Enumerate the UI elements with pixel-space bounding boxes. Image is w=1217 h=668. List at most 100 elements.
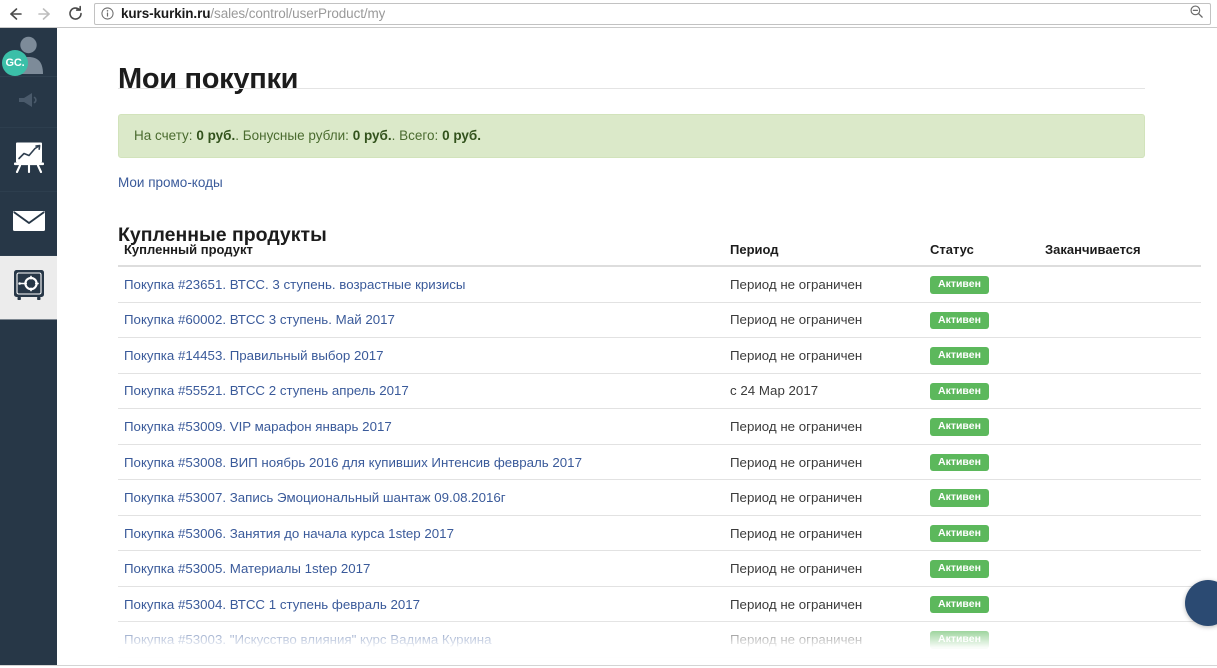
balance-alert: На счету: 0 руб.. Бонусные рубли: 0 руб.…: [118, 114, 1145, 158]
reload-icon: [67, 5, 84, 22]
sidebar-item-purchases[interactable]: [0, 256, 57, 320]
forward-arrow-icon: [37, 6, 53, 22]
title-divider: [118, 88, 1145, 89]
product-link[interactable]: Покупка #53005. Материалы 1step 2017: [124, 561, 371, 577]
cell-expires: [1039, 301, 1201, 339]
zoom-out-button[interactable]: [1186, 4, 1206, 24]
avatar: GC.: [0, 28, 57, 77]
table-row: Покупка #60002. ВТСС 3 ступень. Май 2017…: [118, 301, 1201, 339]
chat-widget-button[interactable]: [1185, 580, 1217, 626]
table-row: Покупка #14453. Правильный выбор 2017 Пер…: [118, 337, 1201, 374]
cell-period: Период не ограничен: [724, 408, 924, 445]
sidebar-item-statistics[interactable]: [0, 128, 57, 192]
browser-toolbar: kurs-kurkin.ru/sales/control/userProduct…: [0, 0, 1217, 28]
cell-expires: [1039, 408, 1201, 445]
cell-status: Активен: [924, 514, 1039, 552]
cell-status: Активен: [924, 408, 1039, 445]
balance-alert-text: На счету: 0 руб.. Бонусные рубли: 0 руб.…: [134, 128, 481, 143]
product-link[interactable]: Покупка #53008. ВИП ноябрь 2016 для купи…: [124, 454, 582, 470]
cell-period: Период не ограничен: [724, 443, 924, 481]
status-badge: Активен: [930, 560, 989, 578]
sidebar-item-announcements[interactable]: [0, 77, 57, 128]
status-badge: Активен: [930, 347, 989, 365]
url-domain: kurs-kurkin.ru: [121, 6, 211, 21]
status-badge: Активен: [930, 276, 989, 294]
cell-expires: [1039, 550, 1201, 587]
cell-product: Покупка #53009. VIP марафон январь 2017: [118, 408, 724, 445]
status-badge: Активен: [930, 631, 989, 650]
cell-status: Активен: [924, 585, 1039, 623]
table-row: Покупка #23651. ВТСС. 3 ступень. возраст…: [118, 266, 1201, 303]
cell-period: Период не ограничен: [724, 266, 924, 303]
product-link[interactable]: Покупка #23651. ВТСС. 3 ступень. возраст…: [124, 276, 466, 292]
back-arrow-icon: [7, 6, 23, 22]
status-badge: Активен: [930, 311, 989, 330]
sidebar-item-profile[interactable]: GC.: [0, 28, 57, 77]
cell-period: Период не ограничен: [724, 550, 924, 587]
cell-expires: [1039, 514, 1201, 552]
product-link[interactable]: Покупка #55521. ВТСС 2 ступень апрель 20…: [124, 383, 409, 399]
product-link[interactable]: Покупка #53009. VIP марафон январь 2017: [124, 418, 392, 434]
table-row: Покупка #53004. ВТСС 1 ступень февраль 2…: [118, 585, 1201, 623]
page-title: Мои покупки: [118, 63, 299, 96]
alert-sep-2: .: [391, 128, 400, 143]
megaphone-icon: [17, 90, 41, 115]
cell-product: Покупка #23651. ВТСС. 3 ступень. возраст…: [118, 266, 724, 303]
cell-status: Активен: [924, 479, 1039, 516]
sidebar-item-messages[interactable]: [0, 192, 57, 256]
table-body: Покупка #23651. ВТСС. 3 ступень. возраст…: [118, 266, 1201, 668]
url-text: kurs-kurkin.ru/sales/control/userProduct…: [121, 6, 385, 21]
status-badge: Активен: [930, 453, 989, 472]
account-label: На счету:: [134, 128, 193, 143]
zoom-out-icon: [1189, 4, 1204, 24]
table-header-row: Купленный продукт Период Статус Заканчив…: [118, 238, 1201, 267]
cell-product: Покупка #53008. ВИП ноябрь 2016 для купи…: [118, 443, 724, 481]
cell-product: Покупка #60002. ВТСС 3 ступень. Май 2017: [118, 301, 724, 339]
cell-period: Период не ограничен: [724, 621, 924, 659]
avatar-initials-badge: GC.: [2, 49, 28, 76]
cell-expires: [1039, 372, 1201, 410]
status-badge: Активен: [930, 418, 989, 436]
cell-status: Активен: [924, 621, 1039, 659]
cell-status: Активен: [924, 443, 1039, 481]
cell-product: Покупка #55521. ВТСС 2 ступень апрель 20…: [118, 372, 724, 410]
table-row: Покупка #53009. VIP марафон январь 2017 П…: [118, 408, 1201, 445]
cell-expires: [1039, 479, 1201, 516]
promo-codes-link[interactable]: Мои промо-коды: [118, 175, 223, 190]
table-row: Покупка #53007. Запись Эмоциональный шан…: [118, 479, 1201, 516]
product-link[interactable]: Покупка #53003. "Искусство влияния" курс…: [124, 632, 492, 648]
cell-status: Активен: [924, 337, 1039, 374]
product-link[interactable]: Покупка #53004. ВТСС 1 ступень февраль 2…: [124, 596, 421, 612]
product-link[interactable]: Покупка #14453. Правильный выбор 2017: [124, 347, 384, 363]
cell-product: Покупка #53003. "Искусство влияния" курс…: [118, 621, 724, 659]
product-link[interactable]: Покупка #53007. Запись Эмоциональный шан…: [124, 490, 506, 506]
total-label: Всего:: [399, 128, 439, 143]
cell-period: Период не ограничен: [724, 479, 924, 516]
cell-period: с 24 Мар 2017: [724, 372, 924, 410]
table-row: Покупка #53003. "Искусство влияния" курс…: [118, 621, 1201, 659]
cell-status: Активен: [924, 372, 1039, 410]
product-link[interactable]: Покупка #53006. Занятия до начала курса …: [124, 525, 454, 541]
chart-board-icon: [12, 141, 46, 178]
page-info-icon[interactable]: [101, 7, 114, 20]
cell-period: Период не ограничен: [724, 514, 924, 552]
cell-product: Покупка #53007. Запись Эмоциональный шан…: [118, 479, 724, 516]
column-header-status: Статус: [924, 238, 1039, 267]
window-bottom-edge: [0, 665, 1217, 668]
cell-status: Активен: [924, 266, 1039, 303]
address-bar[interactable]: kurs-kurkin.ru/sales/control/userProduct…: [94, 2, 1211, 25]
status-badge: Активен: [930, 595, 989, 614]
cell-status: Активен: [924, 550, 1039, 587]
status-badge: Активен: [930, 382, 989, 401]
forward-button[interactable]: [30, 0, 60, 28]
cell-expires: [1039, 621, 1201, 659]
cell-period: Период не ограничен: [724, 585, 924, 623]
reload-button[interactable]: [60, 0, 90, 28]
product-link[interactable]: Покупка #60002. ВТСС 3 ступень. Май 2017: [124, 312, 395, 328]
url-path: /sales/control/userProduct/my: [210, 6, 386, 21]
column-header-period: Период: [724, 238, 924, 267]
main-content: Мои покупки На счету: 0 руб.. Бонусные р…: [57, 28, 1217, 668]
back-button[interactable]: [0, 0, 30, 28]
status-badge: Активен: [930, 524, 989, 543]
